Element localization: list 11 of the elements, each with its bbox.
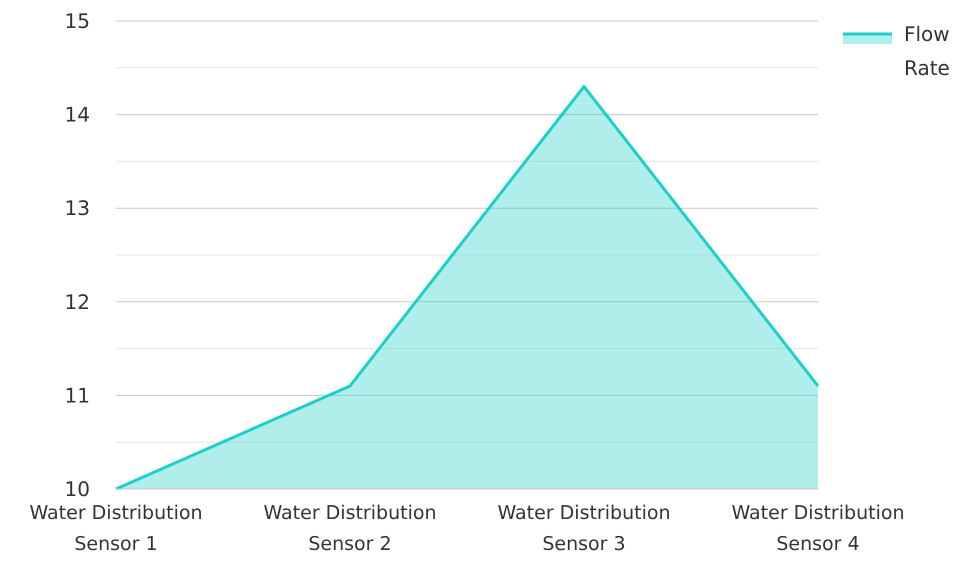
x-tick-label: Water Distribution Sensor 4 <box>731 502 905 555</box>
x-tick-label: Water Distribution Sensor 1 <box>29 502 203 555</box>
legend-label: Flow Rate <box>904 22 950 80</box>
y-tick-label: 14 <box>64 102 90 127</box>
y-tick-label: 11 <box>64 383 90 408</box>
x-tick-label: Water Distribution Sensor 3 <box>497 502 671 555</box>
y-tick-label: 13 <box>64 196 90 220</box>
x-tick-label: Water Distribution Sensor 2 <box>263 502 437 555</box>
y-tick-label: 10 <box>64 477 90 501</box>
y-tick-label: 15 <box>64 9 90 33</box>
y-tick-label: 12 <box>64 290 90 314</box>
